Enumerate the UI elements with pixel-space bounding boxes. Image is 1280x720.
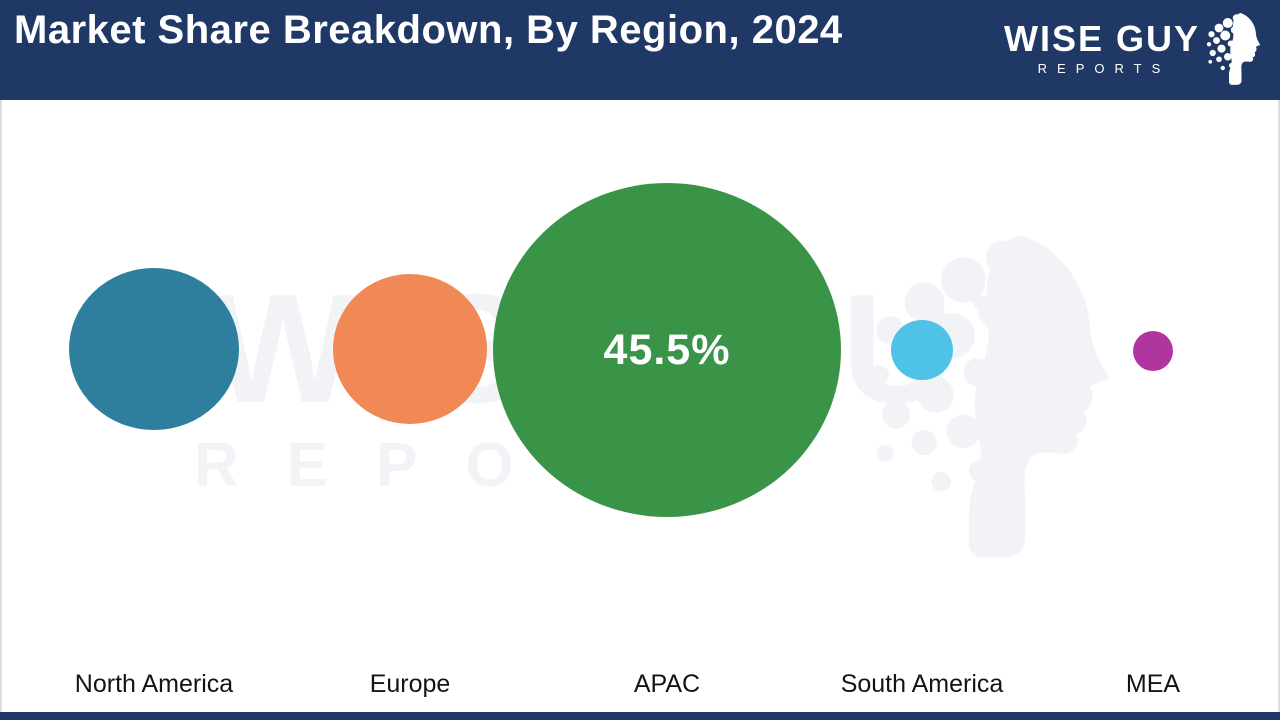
- wise-guy-reports-logo: WISE GUY REPORTS: [1004, 8, 1264, 88]
- logo-wordmark: WISE GUY: [1003, 18, 1200, 59]
- header-bar: Market Share Breakdown, By Region, 2024 …: [0, 0, 1280, 100]
- logo-text: WISE GUY REPORTS: [1003, 18, 1200, 76]
- watermark-head-icon: [869, 234, 1110, 558]
- logo-subtitle: REPORTS: [1037, 61, 1171, 76]
- page-title: Market Share Breakdown, By Region, 2024: [14, 8, 843, 52]
- watermark-subtitle: REPORTS: [194, 431, 830, 500]
- bottom-accent-bar: [0, 712, 1280, 720]
- head-profile-icon: [1206, 13, 1261, 85]
- chart-area: WISE GUY REPORTS: [0, 100, 1280, 712]
